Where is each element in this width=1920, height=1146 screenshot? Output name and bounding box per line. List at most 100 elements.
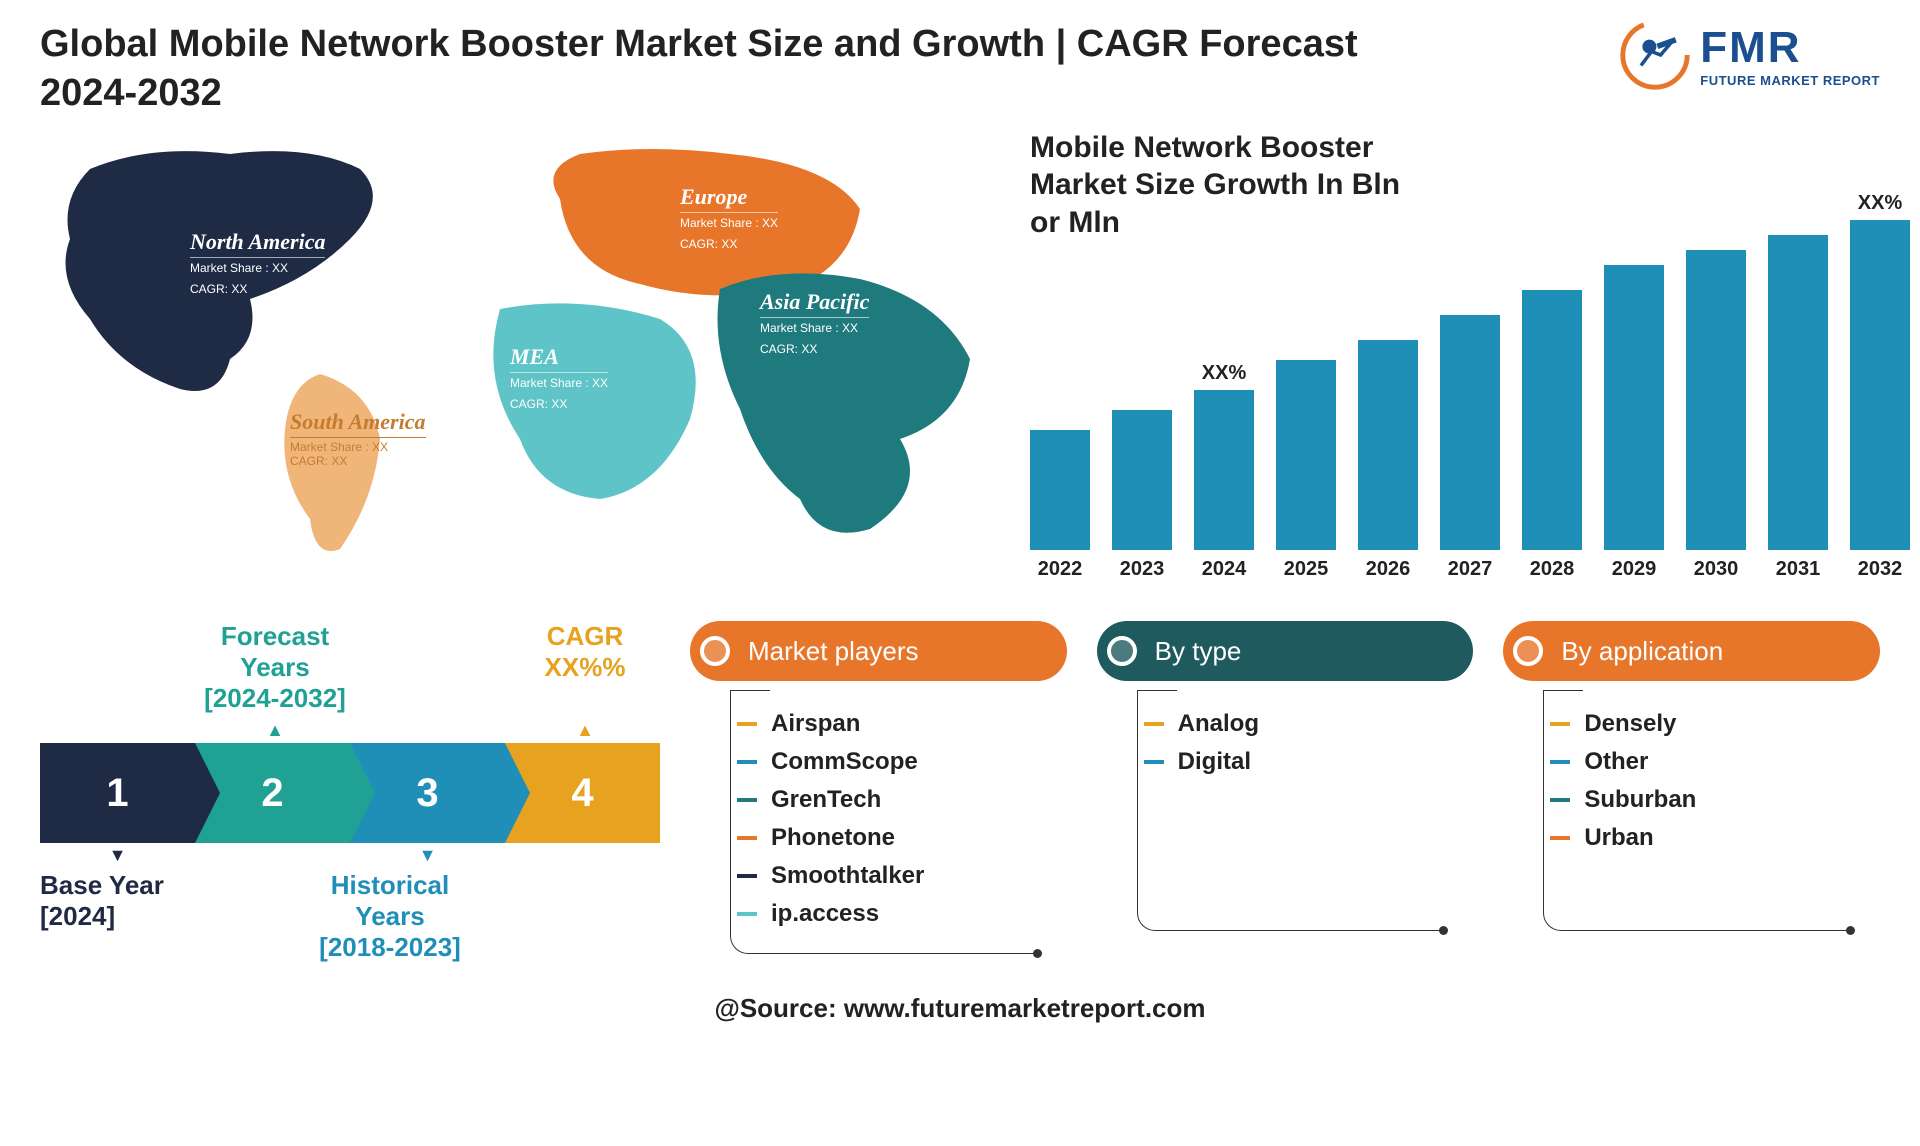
region-label: Europe — [680, 184, 778, 210]
bar-year-label: 2022 — [1038, 558, 1083, 581]
list-item: Analog — [1144, 705, 1444, 743]
list-item-label: Other — [1584, 748, 1648, 776]
region-cagr: CAGR: XX — [190, 279, 325, 298]
by-application-header: By application — [1503, 621, 1880, 681]
logo-icon — [1620, 20, 1690, 90]
list-item-label: GrenTech — [771, 786, 881, 814]
bar-year-label: 2028 — [1530, 558, 1575, 581]
list-item: Urban — [1550, 819, 1850, 857]
marker-icon — [1144, 722, 1164, 726]
list-item-label: CommScope — [771, 748, 918, 776]
region-label: Asia Pacific — [760, 289, 869, 315]
marker-icon — [737, 874, 757, 878]
bar-2022: 2022 — [1030, 402, 1090, 581]
bar — [1440, 315, 1500, 550]
marker-icon — [1144, 760, 1164, 764]
list-item-label: Analog — [1178, 710, 1259, 738]
hist-range: [2018-2023] — [319, 932, 461, 962]
region-label: North America — [190, 229, 325, 255]
list-item-label: Phonetone — [771, 824, 895, 852]
bar-2030: 2030 — [1686, 222, 1746, 581]
bar-year-label: 2027 — [1448, 558, 1493, 581]
list-item: Suburban — [1550, 781, 1850, 819]
bullet-icon — [1107, 636, 1137, 666]
bar-2026: 2026 — [1358, 312, 1418, 581]
region-cagr: CAGR: XX — [510, 394, 608, 413]
bar-year-label: 2023 — [1120, 558, 1165, 581]
list-item: Smoothtalker — [737, 857, 1037, 895]
bar — [1030, 430, 1090, 550]
list-item-label: Airspan — [771, 710, 860, 738]
bar-year-label: 2030 — [1694, 558, 1739, 581]
bar-year-label: 2024 — [1202, 558, 1247, 581]
world-map: North America Market Share : XX CAGR: XX… — [40, 129, 1000, 559]
marker-icon — [737, 722, 757, 726]
bar-callout: XX% — [1858, 192, 1902, 216]
bar — [1522, 290, 1582, 550]
bar-year-label: 2031 — [1776, 558, 1821, 581]
marker-icon — [737, 798, 757, 802]
category-title: Market players — [748, 636, 919, 667]
marker-icon — [1550, 722, 1570, 726]
cagr-value: XX%% — [545, 652, 626, 682]
region-share: Market Share : XX — [760, 317, 869, 337]
marker-icon — [1550, 836, 1570, 840]
region-north-america: North America Market Share : XX CAGR: XX — [190, 229, 325, 298]
bar-year-label: 2029 — [1612, 558, 1657, 581]
bar — [1276, 360, 1336, 550]
bullet-icon — [700, 636, 730, 666]
source-text: @Source: www.futuremarketreport.com — [40, 993, 1880, 1024]
by-application-column: By application Densely Other Suburban Urban — [1503, 621, 1880, 963]
bar-chart: Mobile Network Booster Market Size Growt… — [1030, 129, 1910, 582]
bar-2029: 2029 — [1604, 237, 1664, 581]
cagr-label: CAGR — [547, 621, 624, 651]
bar-2032: XX%2032 — [1850, 192, 1910, 581]
list-item-label: ip.access — [771, 900, 879, 928]
list-item: CommScope — [737, 743, 1037, 781]
bar-year-label: 2025 — [1284, 558, 1329, 581]
list-item-label: Digital — [1178, 748, 1251, 776]
region-asia-pacific: Asia Pacific Market Share : XX CAGR: XX — [760, 289, 869, 358]
bar — [1112, 410, 1172, 550]
timeline-bar: 1 2 3 4 — [40, 743, 660, 843]
bar — [1850, 220, 1910, 550]
marker-icon — [737, 836, 757, 840]
list-item: Other — [1550, 743, 1850, 781]
market-players-column: Market players Airspan CommScope GrenTech P… — [690, 621, 1067, 963]
bar — [1358, 340, 1418, 550]
arrow-down-icon: ▼ — [350, 845, 505, 866]
list-item-label: Smoothtalker — [771, 862, 924, 890]
arrow-up-icon: ▲ — [510, 720, 660, 741]
list-item: Densely — [1550, 705, 1850, 743]
region-cagr: CAGR: XX — [760, 339, 869, 358]
hist-label: Historical Years — [331, 870, 450, 931]
marker-icon — [1550, 798, 1570, 802]
region-label: South America — [290, 409, 426, 435]
logo-main-text: FMR — [1700, 23, 1880, 73]
region-share: Market Share : XX — [190, 257, 325, 277]
market-players-header: Market players — [690, 621, 1067, 681]
base-range: [2024] — [40, 901, 115, 931]
marker-icon — [737, 760, 757, 764]
base-label: Base Year — [40, 870, 164, 900]
timeline-seg-1: 1 — [40, 743, 195, 843]
forecast-label: Forecast Years — [221, 621, 329, 682]
bar-2024: XX%2024 — [1194, 362, 1254, 581]
bar — [1768, 235, 1828, 550]
timeline-panel: Forecast Years [2024-2032] CAGR XX%% ▲▲ … — [40, 621, 660, 963]
marker-icon — [1550, 760, 1570, 764]
logo: FMR FUTURE MARKET REPORT — [1620, 20, 1880, 90]
region-europe: Europe Market Share : XX CAGR: XX — [680, 184, 778, 253]
bullet-icon — [1513, 636, 1543, 666]
list-item: Digital — [1144, 743, 1444, 781]
bar-2027: 2027 — [1440, 287, 1500, 581]
list-item-label: Densely — [1584, 710, 1676, 738]
bar-year-label: 2026 — [1366, 558, 1411, 581]
list-item-label: Urban — [1584, 824, 1653, 852]
bar-2025: 2025 — [1276, 332, 1336, 581]
bar — [1686, 250, 1746, 550]
forecast-range: [2024-2032] — [204, 683, 346, 713]
bar-2028: 2028 — [1522, 262, 1582, 581]
marker-icon — [737, 912, 757, 916]
category-title: By application — [1561, 636, 1723, 667]
